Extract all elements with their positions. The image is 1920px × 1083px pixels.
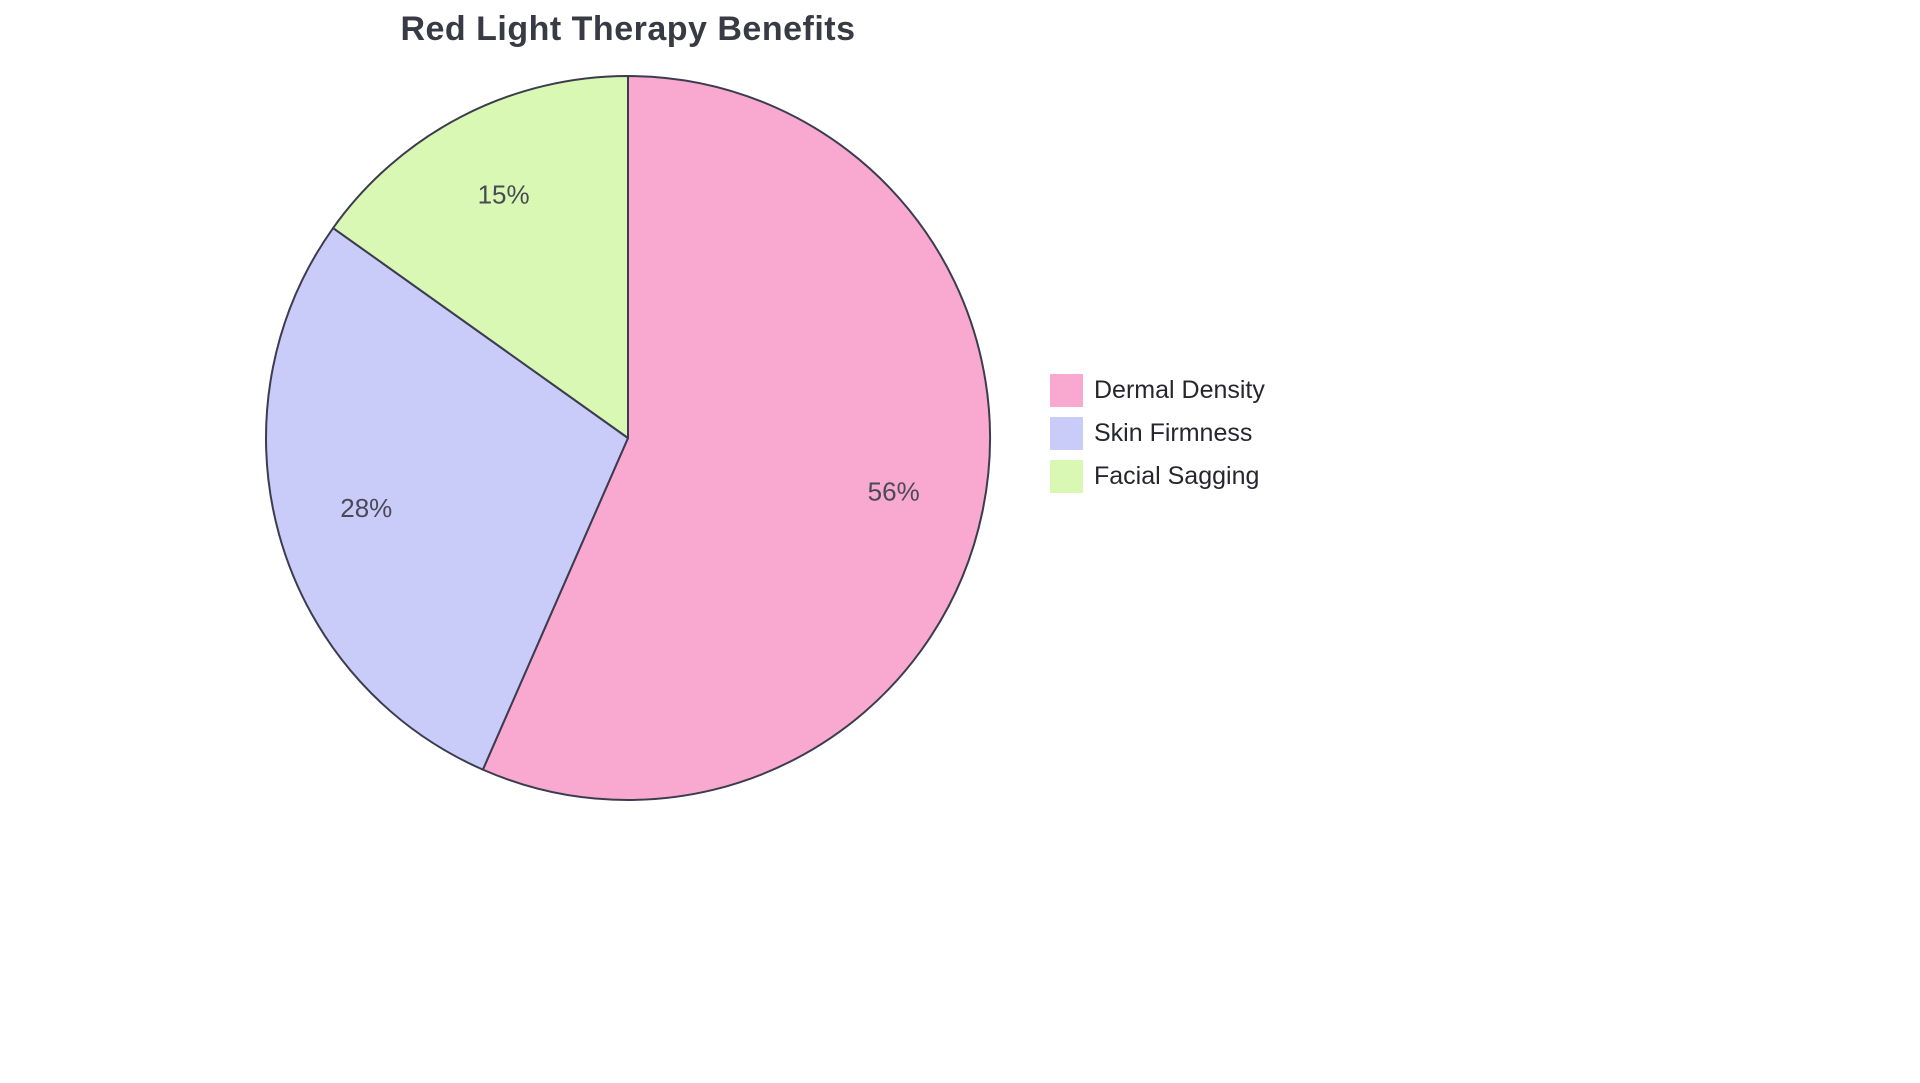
legend-label: Skin Firmness [1094,419,1253,447]
slice-percent-label: 15% [478,180,530,210]
chart-title: Red Light Therapy Benefits [400,10,856,48]
pie-slice-facial-sagging [332,75,629,439]
legend-item: Facial Sagging [1050,460,1265,493]
legend-label: Facial Sagging [1094,462,1260,490]
pie-slice-dermal-density [481,75,991,801]
legend: Dermal Density Skin Firmness Facial Saggin… [1050,374,1265,493]
legend-item: Skin Firmness [1050,417,1265,450]
legend-swatch [1050,417,1083,450]
legend-item: Dermal Density [1050,374,1265,407]
pie-chart-area: 56% 28% 15% [260,70,996,806]
slice-percent-label: 56% [868,476,920,506]
legend-swatch [1050,374,1083,407]
pie-slice-skin-firmness [265,227,629,771]
legend-swatch [1050,460,1083,493]
pie-chart: 56% 28% 15% [265,75,991,801]
slice-percent-label: 28% [340,493,392,523]
legend-label: Dermal Density [1094,376,1265,404]
